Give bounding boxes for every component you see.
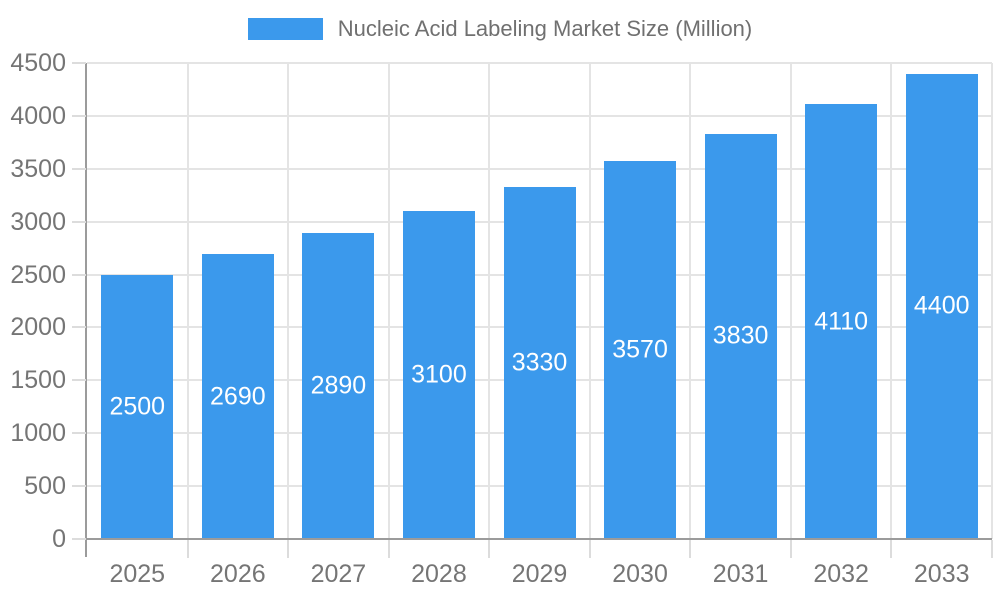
x-axis-tick xyxy=(789,540,792,558)
y-tick-label: 3000 xyxy=(10,207,66,236)
bar-value-label: 3830 xyxy=(712,321,769,350)
y-axis-tick xyxy=(72,432,86,435)
h-gridline xyxy=(87,114,992,117)
v-gridline xyxy=(387,63,390,539)
v-gridline xyxy=(588,63,591,539)
y-axis-tick xyxy=(72,485,86,488)
h-gridline xyxy=(87,167,992,170)
y-tick-label: 2000 xyxy=(10,313,66,342)
v-gridline xyxy=(789,63,792,539)
bar-2032: 4110 xyxy=(805,104,878,539)
chart-legend[interactable]: Nucleic Acid Labeling Market Size (Milli… xyxy=(0,16,1000,42)
bar-value-label: 4110 xyxy=(814,307,869,336)
x-axis-line xyxy=(87,538,992,540)
legend-label: Nucleic Acid Labeling Market Size (Milli… xyxy=(337,16,753,41)
v-gridline xyxy=(488,63,491,539)
x-axis-tick xyxy=(890,540,893,558)
y-tick-label: 0 xyxy=(52,525,66,553)
bar-2031: 3830 xyxy=(704,133,777,539)
x-axis-tick xyxy=(387,540,390,558)
plot-area: 2500 2690 2890 3100 3330 3570 3830 4110 4400 xyxy=(87,62,993,539)
bar-2033: 4400 xyxy=(905,73,978,539)
y-axis-tick xyxy=(72,220,86,223)
y-axis-tick xyxy=(72,326,86,329)
bar-value-label: 2690 xyxy=(210,382,266,411)
x-axis-tick xyxy=(991,540,993,558)
y-axis-tick xyxy=(72,273,86,276)
y-axis-tick xyxy=(72,538,86,540)
bar-value-label: 2890 xyxy=(310,371,367,400)
bar-2026: 2690 xyxy=(201,254,274,539)
y-tick-label: 4500 xyxy=(10,49,66,77)
bar-value-label: 3100 xyxy=(411,360,467,389)
y-tick-label: 1000 xyxy=(10,419,66,448)
bar-value-label: 3570 xyxy=(612,335,668,364)
y-axis-tick xyxy=(72,379,86,382)
x-axis-tick xyxy=(186,540,189,558)
x-tick-label: 2033 xyxy=(913,560,970,588)
x-tick-label: 2031 xyxy=(712,560,769,588)
x-axis-tick xyxy=(287,540,290,558)
h-gridline xyxy=(87,62,992,64)
x-axis-tick xyxy=(689,540,692,558)
bar-2028: 3100 xyxy=(402,211,475,539)
y-tick-label: 1500 xyxy=(10,366,66,395)
bar-value-label: 3330 xyxy=(511,348,568,377)
v-gridline xyxy=(991,63,993,539)
bar-2025: 2500 xyxy=(101,274,174,539)
x-axis-tick xyxy=(588,540,591,558)
bar-2029: 3330 xyxy=(503,186,576,539)
bar-2027: 2890 xyxy=(302,233,375,539)
x-tick-label: 2028 xyxy=(411,560,467,588)
x-tick-label: 2025 xyxy=(109,560,166,588)
x-tick-label: 2029 xyxy=(511,560,568,588)
bar-value-label: 4400 xyxy=(913,291,970,320)
x-tick-label: 2027 xyxy=(310,560,367,588)
x-tick-label: 2026 xyxy=(210,560,266,588)
v-gridline xyxy=(186,63,189,539)
v-gridline xyxy=(890,63,893,539)
x-tick-label: 2032 xyxy=(813,560,869,588)
v-gridline xyxy=(689,63,692,539)
y-tick-label: 4000 xyxy=(10,101,66,130)
bar-value-label: 2500 xyxy=(109,392,166,421)
legend-swatch xyxy=(247,18,323,40)
y-axis-tick xyxy=(72,62,86,64)
bar-2030: 3570 xyxy=(604,161,677,539)
x-tick-label: 2030 xyxy=(612,560,668,588)
y-tick-label: 500 xyxy=(24,472,66,501)
v-gridline xyxy=(287,63,290,539)
y-axis-tick xyxy=(72,167,86,170)
y-tick-label: 2500 xyxy=(10,260,66,289)
y-tick-label: 3500 xyxy=(10,154,66,183)
y-axis-tick xyxy=(72,114,86,117)
x-axis-tick xyxy=(488,540,491,558)
y-axis-line xyxy=(85,63,87,557)
